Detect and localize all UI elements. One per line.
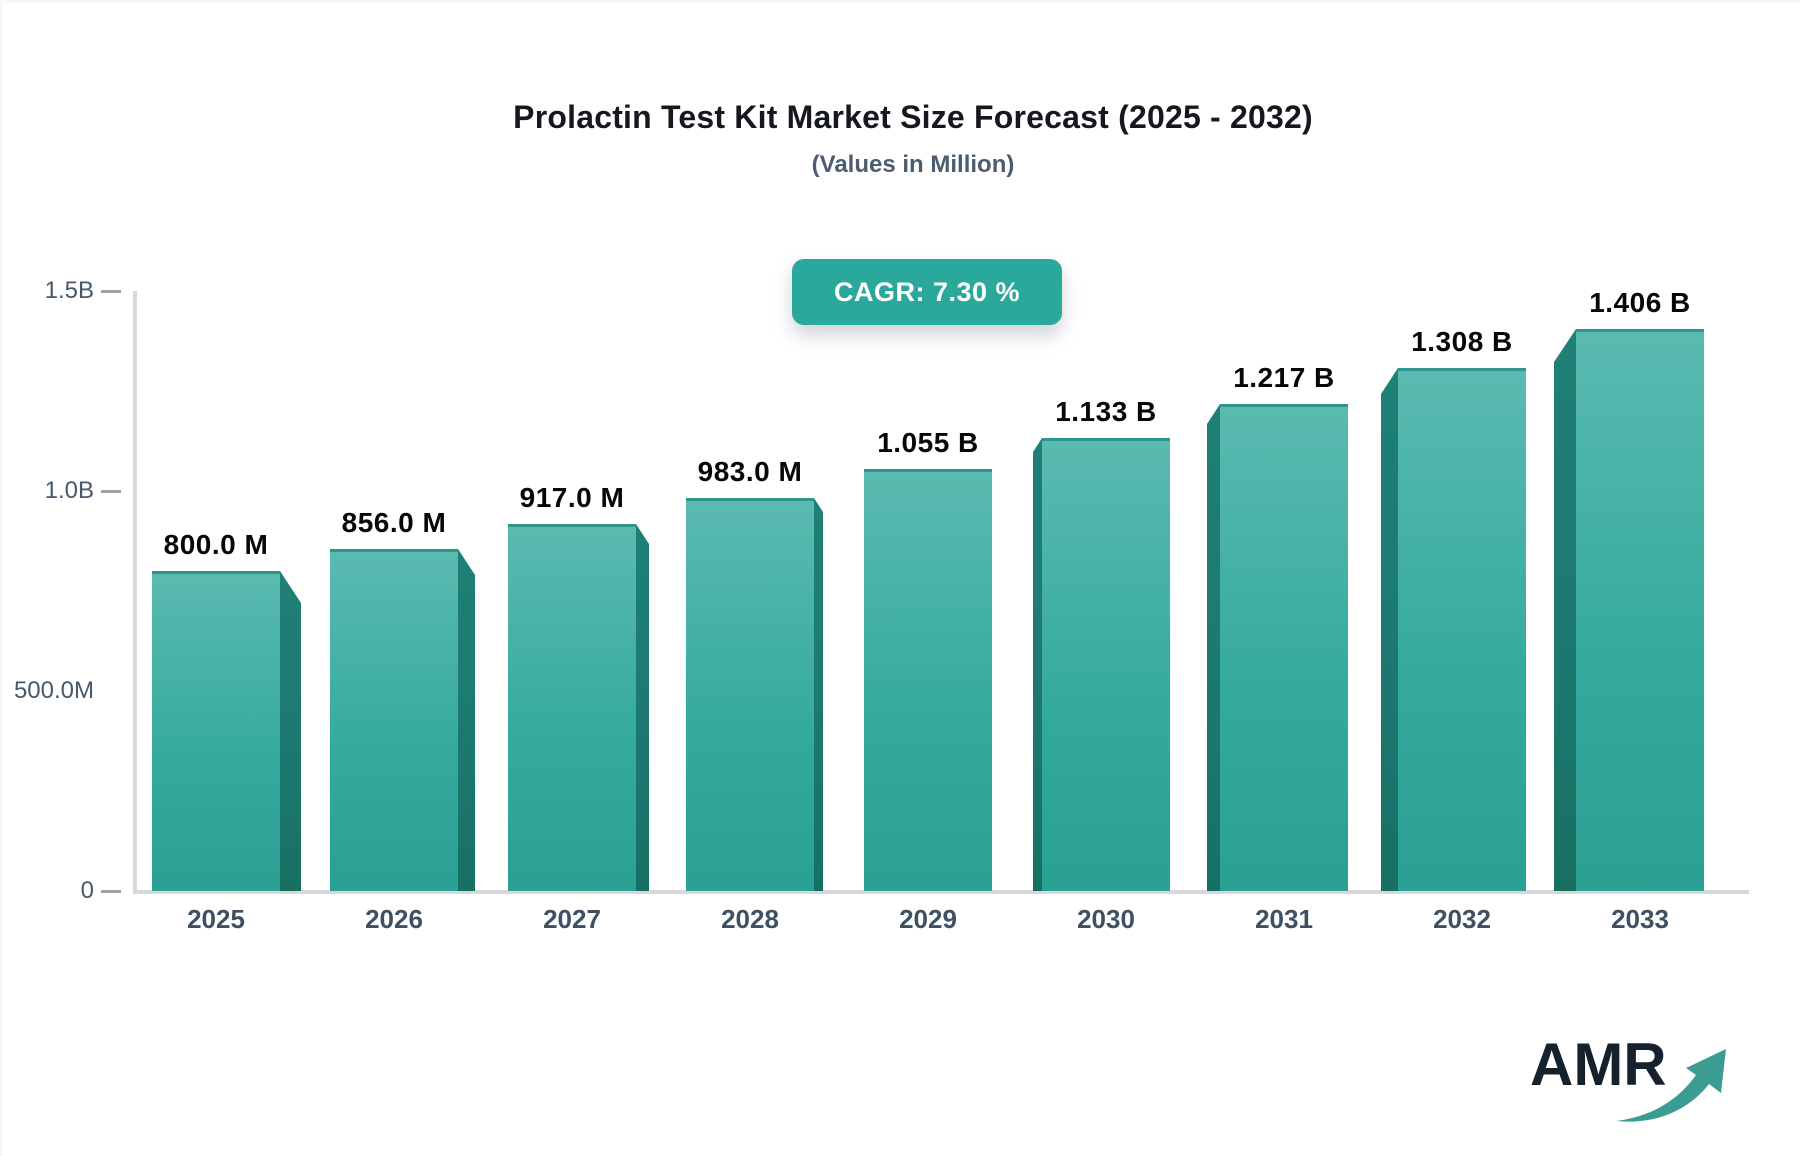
x-tick-label-2027: 2027 [543,904,601,934]
bar-2031 [1220,404,1348,891]
bar-2028 [686,498,814,891]
bar-side-face-2027 [636,524,649,891]
chart-subtitle: (Values in Million) [2,151,1800,179]
amr-logo: AMR [1530,1035,1730,1125]
cagr-badge-label: CAGR: 7.30 % [833,276,1021,307]
y-tick-label-1.5B: 1.5B [44,277,94,304]
bar-value-label-2030: 1.133 B [1055,396,1157,427]
bar-chart-plot: 1.5B 1.0B 500.0M 0 800.0 M 856.0 M 917.0 M 983… [2,3,1800,1156]
y-tick-label-0: 0 [80,877,94,904]
x-tick-label-2030: 2030 [1077,904,1135,934]
x-tick-label-2029: 2029 [899,904,957,934]
bar-value-label-2028: 983.0 M [697,456,803,487]
chart-title-text: Prolactin Test Kit Market Size Forecast … [513,99,1313,135]
x-axis-line [133,890,1749,894]
y-axis-line [133,291,137,893]
bar-side-face-2026 [458,549,475,891]
bar-side-face-2030 [1033,438,1042,891]
bar-value-label-2032: 1.308 B [1411,326,1513,357]
x-tick-label-2026: 2026 [365,904,423,934]
bar-side-face-2028 [814,498,823,891]
bar-side-face-2033 [1554,329,1576,891]
y-tick-dash-1.5B [101,290,121,293]
bar-value-label-2027: 917.0 M [519,482,625,513]
y-tick-dash-0 [101,890,121,893]
bar-value-label-2025: 800.0 M [163,529,269,560]
x-tick-label-2032: 2032 [1433,904,1491,934]
bar-value-label-2029: 1.055 B [877,427,979,458]
bar-2029 [864,469,992,891]
bar-side-face-2031 [1207,404,1220,891]
x-tick-label-2025: 2025 [187,904,245,934]
trend-up-arrow-icon [1616,1049,1726,1122]
bar-side-face-2032 [1381,368,1398,891]
chart-title: Prolactin Test Kit Market Size Forecast … [2,99,1800,136]
bar-value-label-2033: 1.406 B [1589,287,1691,318]
bar-2027 [508,524,636,891]
bar-2032 [1398,368,1526,891]
y-tick-dash-1.0B [101,490,121,493]
x-tick-label-2033: 2033 [1611,904,1669,934]
bar-2030 [1042,438,1170,891]
bar-2026 [330,549,458,891]
bar-side-face-2025 [280,571,301,891]
bar-2025 [152,571,280,891]
x-tick-label-2031: 2031 [1255,904,1313,934]
x-tick-label-2028: 2028 [721,904,779,934]
y-tick-label-1.0B: 1.0B [44,477,94,504]
y-tick-label-500.0M: 500.0M [13,677,94,704]
bar-value-label-2031: 1.217 B [1233,362,1335,393]
chart-subtitle-text: (Values in Million) [811,151,1015,178]
cagr-badge: CAGR: 7.30 % [792,259,1062,325]
bar-value-label-2026: 856.0 M [341,507,447,538]
amr-logo-text: AMR [1530,1031,1667,1098]
bar-2033 [1576,329,1704,891]
